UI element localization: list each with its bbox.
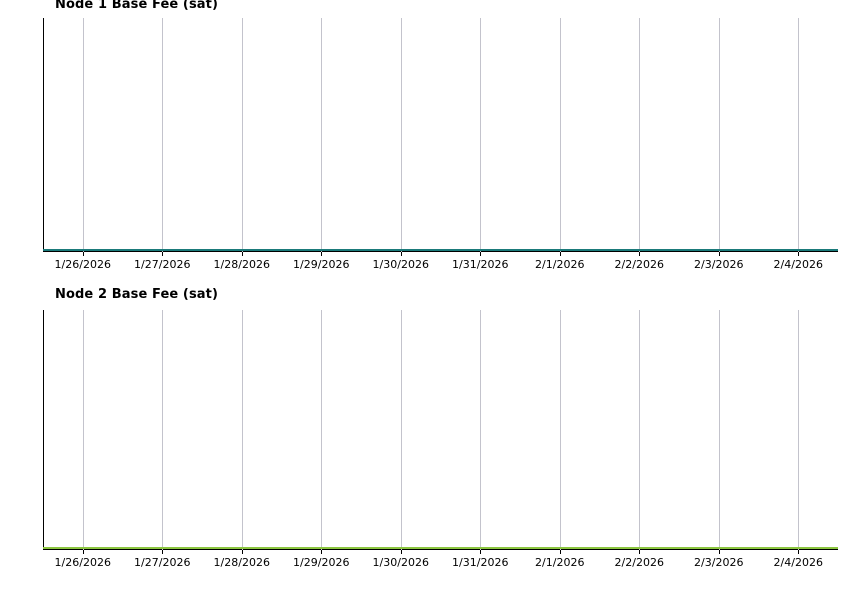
gridline [480,18,482,252]
gridline [718,18,720,252]
x-tick-label: 1/26/2026 [54,556,111,569]
chart-panel-node-2: Node 2 Base Fee (sat) 1/26/2026 1/27/2026… [0,285,860,585]
x-tick-label: 2/2/2026 [614,258,664,271]
x-tick-mark [718,252,720,256]
x-tick-label: 2/4/2026 [773,556,823,569]
chart-title-node-2: Node 2 Base Fee (sat) [55,287,219,302]
x-tick-mark [162,252,164,256]
gridline [480,310,482,550]
gridline [798,310,800,550]
x-tick-mark [480,252,482,256]
x-tick-mark [798,252,800,256]
x-tick-label: 1/30/2026 [372,258,429,271]
y-axis-line-node-1 [43,18,44,252]
gridline [400,310,402,550]
x-tick-mark [162,550,164,554]
plot-area-node-1 [43,18,838,256]
gridline [559,18,561,252]
y-axis-line-node-2 [43,310,44,550]
x-axis-line-node-1 [43,251,838,252]
x-tick-mark [82,550,84,554]
x-tick-label: 2/2/2026 [614,556,664,569]
gridline [162,310,164,550]
x-tick-label: 1/29/2026 [293,258,350,271]
x-tick-mark [321,252,323,256]
gridline [241,310,243,550]
x-tick-label: 1/31/2026 [452,556,509,569]
x-axis-line-node-2 [43,549,838,550]
x-tick-mark [241,252,243,256]
gridline [241,18,243,252]
x-tick-mark [639,252,641,256]
gridline [162,18,164,252]
plot-area-node-2 [43,310,838,554]
gridline [321,310,323,550]
data-series-line-node-1 [43,249,838,251]
x-tick-label: 1/31/2026 [452,258,509,271]
x-tick-label: 1/29/2026 [293,556,350,569]
x-tick-label: 1/28/2026 [213,258,270,271]
data-series-line-node-2 [43,547,838,549]
chart-title-node-1: Node 1 Base Fee (sat) [55,0,219,12]
x-tick-mark [82,252,84,256]
gridline [400,18,402,252]
x-tick-mark [480,550,482,554]
x-tick-label: 1/27/2026 [134,258,191,271]
x-tick-mark [400,252,402,256]
gridline [559,310,561,550]
x-tick-mark [241,550,243,554]
gridline [639,310,641,550]
x-tick-label: 2/1/2026 [535,258,585,271]
x-tick-label: 1/28/2026 [213,556,270,569]
x-tick-mark [400,550,402,554]
gridline [82,18,84,252]
gridline [321,18,323,252]
x-tick-label: 2/1/2026 [535,556,585,569]
x-tick-label: 2/4/2026 [773,258,823,271]
x-tick-mark [718,550,720,554]
x-tick-mark [639,550,641,554]
x-tick-mark [559,252,561,256]
x-tick-label: 1/30/2026 [372,556,429,569]
x-tick-label: 1/26/2026 [54,258,111,271]
gridline [82,310,84,550]
gridline [798,18,800,252]
gridline [718,310,720,550]
x-tick-label: 1/27/2026 [134,556,191,569]
x-tick-mark [321,550,323,554]
x-tick-label: 2/3/2026 [694,258,744,271]
gridline [639,18,641,252]
x-tick-mark [559,550,561,554]
x-tick-mark [798,550,800,554]
x-tick-label: 2/3/2026 [694,556,744,569]
chart-panel-node-1: Node 1 Base Fee (sat) 1/26/2026 1/27/2026… [0,0,860,285]
